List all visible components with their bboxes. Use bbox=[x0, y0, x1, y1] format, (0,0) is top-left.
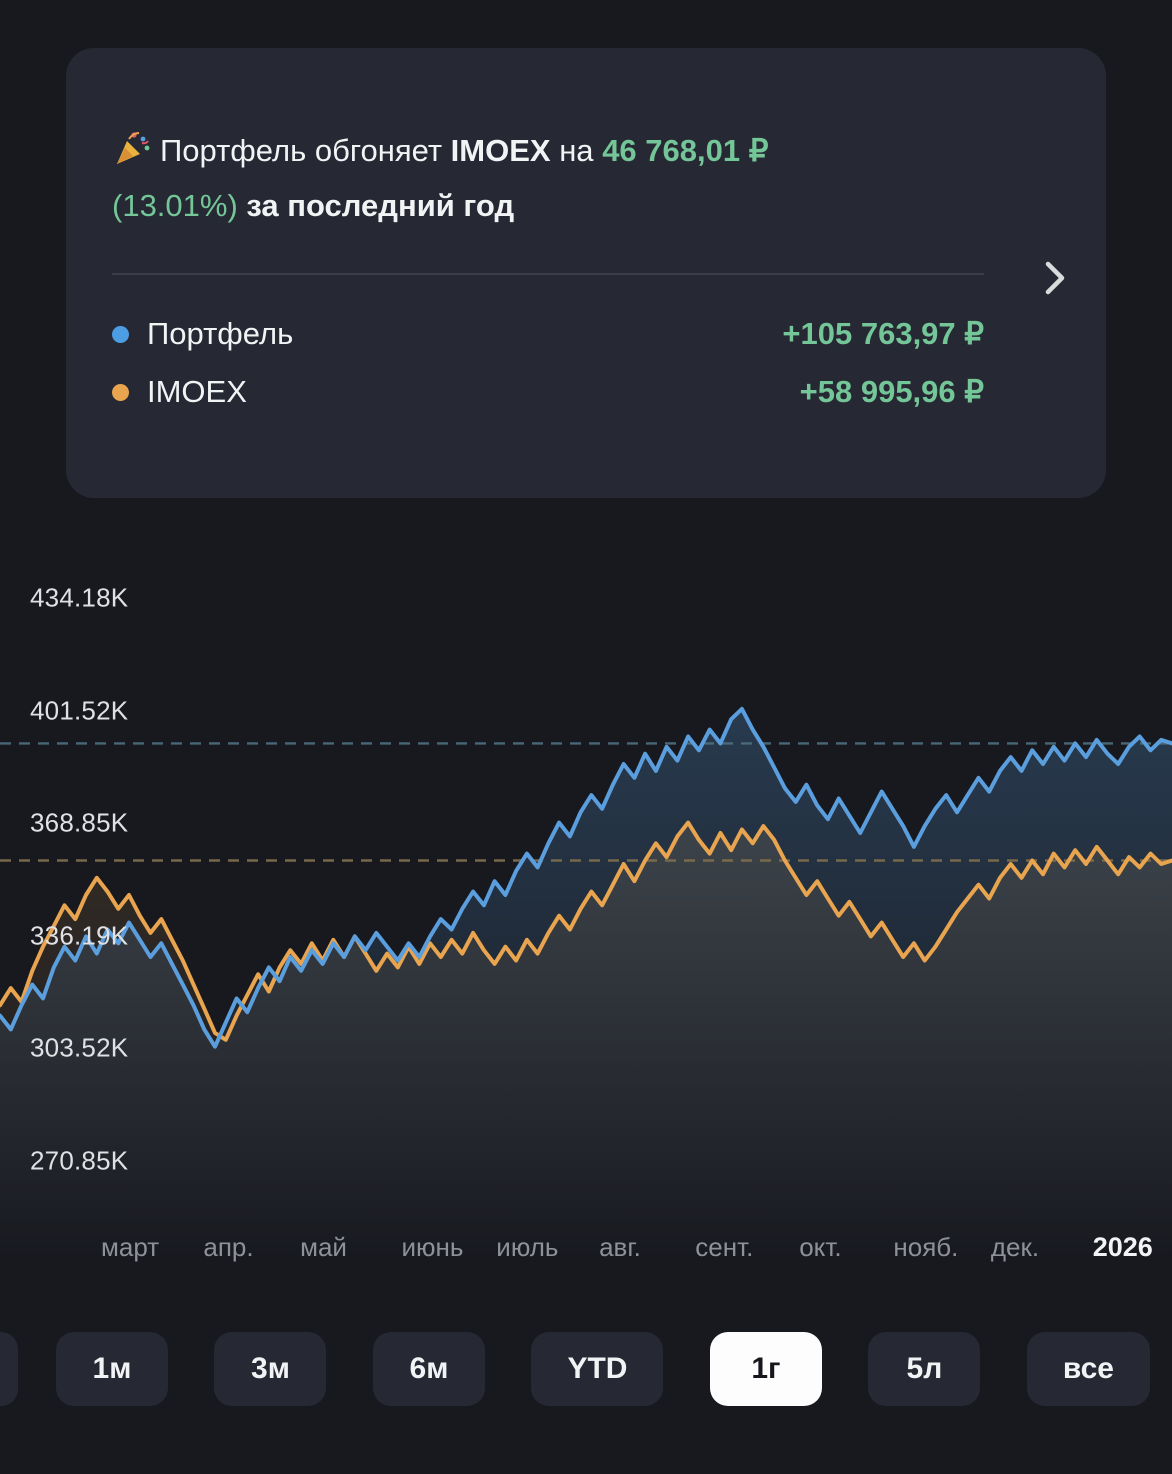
imoex-series-dot-icon bbox=[112, 383, 129, 401]
legend-value: +58 995,96 ₽ bbox=[799, 374, 984, 409]
legend-label: IMOEX bbox=[147, 374, 247, 409]
party-popper-icon bbox=[112, 129, 152, 183]
chevron-right-icon[interactable] bbox=[1042, 258, 1068, 298]
x-axis-label: нояб. bbox=[893, 1232, 959, 1262]
range-selector: 1м 3м 6м YTD 1г 5л все bbox=[0, 1332, 1172, 1406]
x-axis-labels: март апр. май июнь июль авг. сент. окт. нояб. дек… bbox=[0, 1232, 1172, 1266]
headline-suffix: за последний год bbox=[246, 187, 515, 223]
legend-row-portfolio: Портфель +105 763,97 ₽ bbox=[112, 305, 984, 363]
chart-legend: Портфель +105 763,97 ₽ IMOEX +58 995,96 … bbox=[112, 305, 984, 421]
x-axis-label: март bbox=[101, 1232, 160, 1262]
headline-amount: 46 768,01 ₽ bbox=[602, 133, 769, 168]
x-axis-label: июнь bbox=[401, 1232, 464, 1262]
range-button-1м[interactable]: 1м bbox=[56, 1332, 168, 1406]
range-button-YTD[interactable]: YTD bbox=[531, 1332, 664, 1406]
x-axis-label: окт. bbox=[799, 1232, 842, 1262]
legend-value: +105 763,97 ₽ bbox=[782, 316, 984, 351]
legend-row-imoex: IMOEX +58 995,96 ₽ bbox=[112, 363, 984, 421]
chart-area: 434.18K 401.52K 368.85K 336.19K 303.52K 270.8… bbox=[0, 560, 1172, 1260]
x-axis-label: дек. bbox=[990, 1232, 1040, 1262]
portfolio-series-dot-icon bbox=[112, 325, 129, 343]
range-button-все[interactable]: все bbox=[1026, 1332, 1150, 1406]
x-axis-label: сент. bbox=[695, 1232, 754, 1262]
x-axis-label: май bbox=[300, 1232, 347, 1262]
range-button-1г[interactable]: 1г bbox=[709, 1332, 822, 1406]
x-axis-label: июль bbox=[496, 1232, 559, 1262]
headline-text-1: Портфель обгоняет bbox=[160, 133, 443, 168]
range-button-3м[interactable]: 3м bbox=[214, 1332, 327, 1406]
x-axis-label: апр. bbox=[203, 1232, 254, 1262]
range-button-5л[interactable]: 5л bbox=[868, 1332, 981, 1406]
card-divider bbox=[112, 273, 984, 275]
legend-label: Портфель bbox=[147, 316, 294, 351]
headline: Портфель обгоняет IMOEX на 46 768,01 ₽ (… bbox=[112, 128, 992, 229]
x-axis-label: авг. bbox=[599, 1232, 641, 1262]
headline-percent: (13.01%) bbox=[112, 187, 238, 223]
chart-canvas[interactable] bbox=[0, 560, 1172, 1260]
range-button-6м[interactable]: 6м bbox=[372, 1332, 485, 1406]
headline-text-2: на bbox=[559, 133, 594, 168]
headline-benchmark-name: IMOEX bbox=[450, 133, 551, 168]
summary-card[interactable]: Портфель обгоняет IMOEX на 46 768,01 ₽ (… bbox=[66, 48, 1106, 498]
range-button-partial[interactable] bbox=[0, 1332, 18, 1406]
x-axis-label: 2026 bbox=[1092, 1232, 1153, 1262]
